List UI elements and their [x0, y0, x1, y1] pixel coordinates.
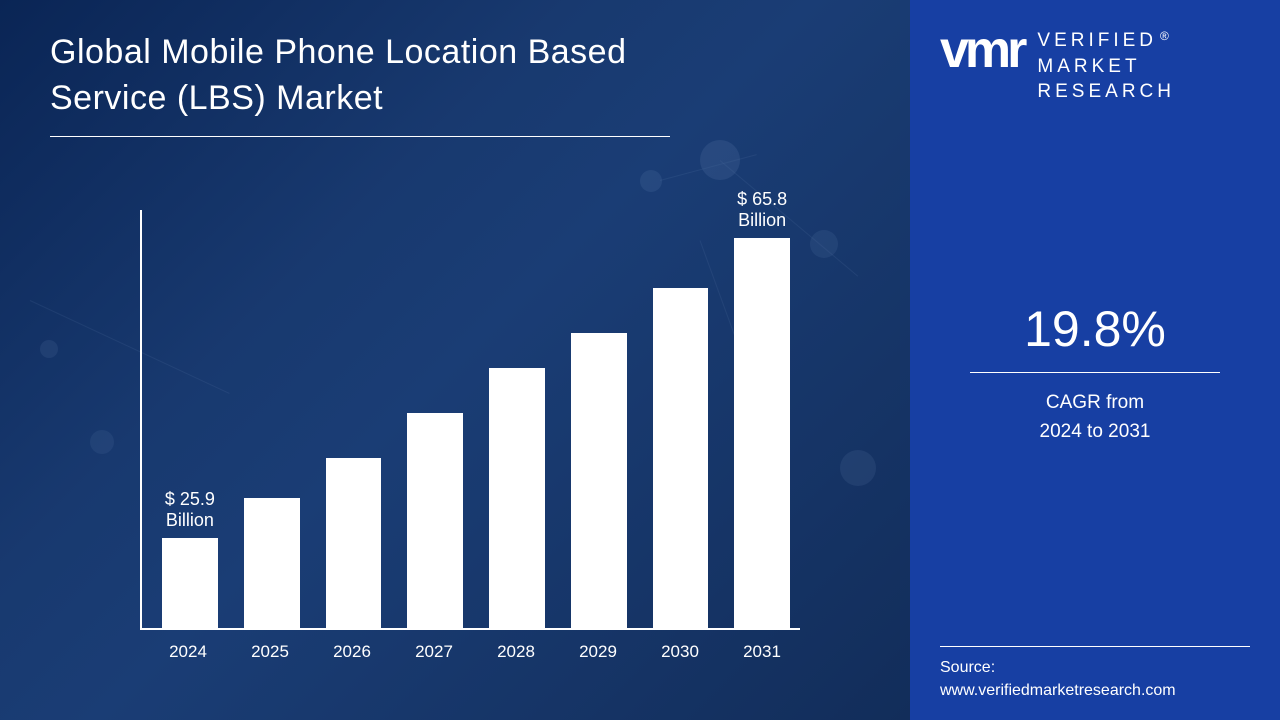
bar-chart: $ 25.9 Billion $ 65.8 Billion 2024 2025 …	[140, 200, 800, 670]
cagr-block: 19.8% CAGR from 2024 to 2031	[910, 300, 1280, 446]
bar-annotation-first: $ 25.9 Billion	[165, 489, 215, 532]
xlabel: 2029	[570, 642, 626, 662]
logo-mark-icon: vmr	[940, 24, 1023, 72]
bar-2026	[326, 458, 382, 628]
annotation-unit: Billion	[166, 510, 214, 530]
bar-2028	[489, 368, 545, 628]
logo-vm: vm	[940, 21, 1007, 79]
logo-wordmark: VERIFIED® MARKET RESEARCH	[1037, 24, 1175, 105]
bar-2030	[653, 288, 709, 628]
title-block: Global Mobile Phone Location Based Servi…	[50, 30, 870, 137]
logo-r: r	[1007, 21, 1023, 79]
logo-line3: RESEARCH	[1037, 81, 1175, 102]
bar-2027	[407, 413, 463, 628]
bar-2025	[244, 498, 300, 628]
xlabel: 2031	[734, 642, 790, 662]
registered-mark-icon: ®	[1160, 29, 1173, 43]
annotation-unit: Billion	[738, 210, 786, 230]
xlabel: 2025	[242, 642, 298, 662]
x-axis-labels: 2024 2025 2026 2027 2028 2029 2030 2031	[160, 642, 790, 662]
source-block: Source: www.verifiedmarketresearch.com	[940, 646, 1250, 702]
chart-title: Global Mobile Phone Location Based Servi…	[50, 30, 670, 122]
brand-logo: vmr VERIFIED® MARKET RESEARCH	[940, 24, 1250, 105]
bar-2031: $ 65.8 Billion	[734, 238, 790, 628]
logo-line1: VERIFIED	[1037, 30, 1157, 51]
cagr-value: 19.8%	[950, 300, 1240, 358]
logo-line2: MARKET	[1037, 56, 1140, 77]
title-underline	[50, 136, 670, 137]
bar-2029	[571, 333, 627, 628]
bar-2024: $ 25.9 Billion	[162, 538, 218, 628]
xlabel: 2028	[488, 642, 544, 662]
bars-container: $ 25.9 Billion $ 65.8 Billion	[140, 210, 800, 630]
xlabel: 2027	[406, 642, 462, 662]
cagr-caption-line2: 2024 to 2031	[1040, 421, 1151, 442]
main-panel: Global Mobile Phone Location Based Servi…	[0, 0, 910, 720]
side-panel: vmr VERIFIED® MARKET RESEARCH 19.8% CAGR…	[910, 0, 1280, 720]
bar-annotation-last: $ 65.8 Billion	[737, 189, 787, 232]
xlabel: 2030	[652, 642, 708, 662]
cagr-underline	[970, 372, 1220, 373]
cagr-caption: CAGR from 2024 to 2031	[950, 389, 1240, 446]
xlabel: 2024	[160, 642, 216, 662]
annotation-value: $ 65.8	[737, 189, 787, 209]
xlabel: 2026	[324, 642, 380, 662]
annotation-value: $ 25.9	[165, 489, 215, 509]
source-label: Source:	[940, 657, 1250, 679]
cagr-caption-line1: CAGR from	[1046, 392, 1144, 413]
source-url: www.verifiedmarketresearch.com	[940, 680, 1250, 702]
